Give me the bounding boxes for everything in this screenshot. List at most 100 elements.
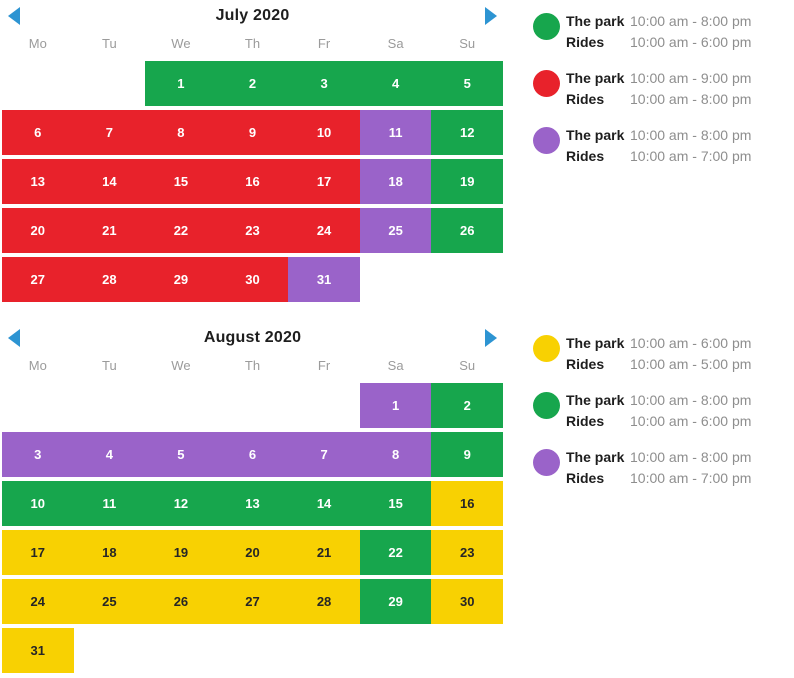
day-cell: 18: [359, 159, 432, 204]
day-cell: 3: [288, 61, 360, 106]
day-cell: 1: [145, 61, 217, 106]
day-cell: 27: [2, 257, 74, 302]
empty-cell: [145, 383, 217, 428]
month-block-august: August 2020 Mo Tu We Th Fr Sa Su 1 2 3 4 5 6 7 8 9 10 11…: [2, 325, 794, 677]
empty-cell: [74, 61, 146, 106]
next-month-icon[interactable]: [485, 329, 497, 347]
day-cell: 8: [359, 432, 432, 477]
legend-entry: The park 10:00 am - 8:00 pm Rides 10:00 am …: [533, 125, 751, 167]
day-cell: 26: [145, 579, 217, 624]
day-cell: 11: [359, 110, 432, 155]
park-hours: 10:00 am - 8:00 pm: [630, 13, 752, 29]
green-dot-icon: [533, 13, 560, 40]
day-cell: 26: [431, 208, 503, 253]
day-cell: 2: [431, 383, 503, 428]
day-cell: 10: [2, 481, 74, 526]
purple-dot-icon: [533, 449, 560, 476]
empty-cell: [288, 628, 360, 673]
week-row: 17 18 19 20 21 22 23: [2, 530, 503, 575]
day-cell: 6: [216, 432, 289, 477]
day-cell: 17: [2, 530, 74, 575]
weekday-label: Th: [244, 36, 261, 51]
park-hours: 10:00 am - 6:00 pm: [630, 335, 752, 351]
day-cell: 7: [288, 432, 360, 477]
empty-cell: [431, 628, 503, 673]
day-cell: 18: [73, 530, 146, 575]
legend-entry: The park 10:00 am - 8:00 pm Rides 10:00 am …: [533, 447, 751, 489]
weekday-row: Mo Tu We Th Fr Sa Su: [2, 29, 503, 58]
empty-cell: [217, 383, 289, 428]
day-cell: 31: [288, 257, 360, 302]
day-cell: 12: [145, 481, 217, 526]
day-cell: 7: [73, 110, 146, 155]
rides-hours: 10:00 am - 6:00 pm: [630, 34, 752, 50]
legend-hours-text: The park 10:00 am - 8:00 pm Rides 10:00 am …: [566, 447, 751, 489]
day-cell: 15: [359, 481, 432, 526]
day-cell: 4: [359, 61, 432, 106]
day-cell: 23: [216, 208, 289, 253]
purple-dot-icon: [533, 127, 560, 154]
day-cell: 2: [216, 61, 289, 106]
legend-august: The park 10:00 am - 6:00 pm Rides 10:00 am …: [533, 325, 751, 504]
day-cell: 22: [145, 208, 217, 253]
day-cell: 28: [288, 579, 360, 624]
yellow-dot-icon: [533, 335, 560, 362]
weekday-label: Fr: [317, 36, 331, 51]
weekday-label: Fr: [317, 358, 331, 373]
empty-cell: [2, 61, 74, 106]
day-cell: 8: [145, 110, 217, 155]
legend-hours-text: The park 10:00 am - 8:00 pm Rides 10:00 am …: [566, 125, 751, 167]
day-cell: 19: [431, 159, 503, 204]
weekday-label: Sa: [387, 36, 404, 51]
day-cell: 5: [431, 61, 503, 106]
rides-label: Rides: [566, 356, 605, 372]
day-cell: 21: [288, 530, 360, 575]
empty-cell: [145, 628, 217, 673]
day-cell: 21: [73, 208, 146, 253]
legend-hours-text: The park 10:00 am - 9:00 pm Rides 10:00 am …: [566, 68, 751, 110]
weekday-label: We: [171, 358, 191, 373]
day-cell: 14: [73, 159, 146, 204]
weekday-label: Sa: [387, 358, 404, 373]
legend-july: The park 10:00 am - 8:00 pm Rides 10:00 am …: [533, 3, 751, 182]
week-row: 13 14 15 16 17 18 19: [2, 159, 503, 204]
month-block-july: July 2020 Mo Tu We Th Fr Sa Su 1 2 3 4 5 6 7 8 9 10 11 12…: [2, 3, 794, 306]
weekday-label: Mo: [28, 358, 47, 373]
next-month-icon[interactable]: [485, 7, 497, 25]
park-hours: 10:00 am - 8:00 pm: [630, 127, 752, 143]
day-cell: 22: [359, 530, 432, 575]
rides-label: Rides: [566, 148, 605, 164]
week-row: 27 28 29 30 31: [2, 257, 503, 302]
day-cell: 6: [2, 110, 74, 155]
day-cell: 30: [431, 579, 503, 624]
empty-cell: [360, 628, 432, 673]
day-cell: 10: [288, 110, 360, 155]
green-dot-icon: [533, 392, 560, 419]
weekday-label: Th: [244, 358, 261, 373]
week-row: 31: [2, 628, 503, 673]
rides-hours: 10:00 am - 7:00 pm: [630, 470, 752, 486]
day-cell: 28: [73, 257, 146, 302]
prev-month-icon[interactable]: [8, 329, 20, 347]
legend-entry: The park 10:00 am - 8:00 pm Rides 10:00 am …: [533, 11, 751, 53]
week-row: 6 7 8 9 10 11 12: [2, 110, 503, 155]
weekday-label: Su: [459, 358, 476, 373]
weekday-label: We: [171, 36, 191, 51]
calendar-header: July 2020: [2, 3, 503, 29]
weekday-label: Tu: [102, 36, 117, 51]
day-cell: 31: [2, 628, 74, 673]
weeks-grid: 1 2 3 4 5 6 7 8 9 10 11 12 13 14 15 16 17 18 19 20 21 22 23 24 2…: [2, 61, 503, 302]
day-cell: 20: [216, 530, 289, 575]
park-label: The park: [566, 70, 625, 86]
day-cell: 24: [2, 579, 74, 624]
day-cell: 25: [359, 208, 432, 253]
day-cell: 30: [216, 257, 289, 302]
day-cell: 16: [216, 159, 289, 204]
legend-entry: The park 10:00 am - 9:00 pm Rides 10:00 am …: [533, 68, 751, 110]
week-row: 20 21 22 23 24 25 26: [2, 208, 503, 253]
day-cell: 14: [288, 481, 360, 526]
park-label: The park: [566, 335, 625, 351]
day-cell: 3: [2, 432, 74, 477]
prev-month-icon[interactable]: [8, 7, 20, 25]
day-cell: 24: [288, 208, 360, 253]
